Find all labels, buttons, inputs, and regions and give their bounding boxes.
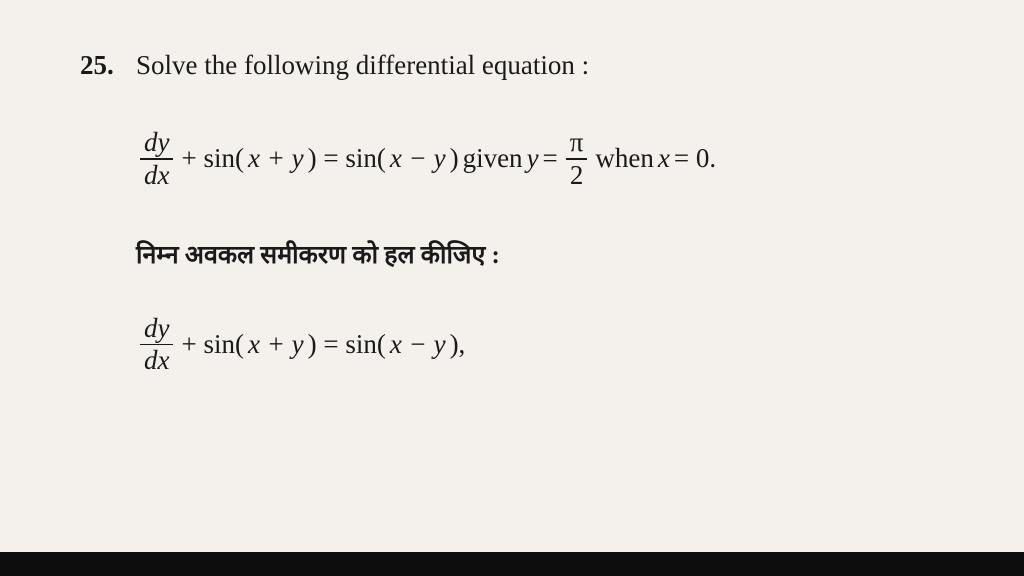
fraction-denominator: dx bbox=[140, 160, 173, 189]
fraction-dy-dx: dy dx bbox=[140, 129, 173, 189]
fraction-numerator-2: dy bbox=[140, 315, 173, 344]
eq2-arg2: x − y bbox=[390, 329, 446, 360]
eq-text-1: + sin( bbox=[181, 143, 243, 174]
when-word: when bbox=[595, 143, 653, 174]
zero-tail: = 0. bbox=[674, 143, 716, 174]
pi-numerator: π bbox=[566, 129, 588, 158]
bottom-dark-bar bbox=[0, 552, 1024, 576]
eq-text-2: ) = sin( bbox=[308, 143, 386, 174]
eq-text-3: ) bbox=[450, 143, 459, 174]
question-header: 25. Solve the following differential equ… bbox=[80, 50, 964, 81]
page-content: 25. Solve the following differential equ… bbox=[0, 0, 1024, 462]
fraction-denominator-2: dx bbox=[140, 345, 173, 374]
given-word: given bbox=[463, 143, 523, 174]
eq2-text-3: ), bbox=[450, 329, 466, 360]
question-prompt-hindi: निम्न अवकल समीकरण को हल कीजिए : bbox=[136, 237, 964, 271]
eq2-arg1: x + y bbox=[248, 329, 304, 360]
fraction-numerator: dy bbox=[140, 129, 173, 158]
fraction-dy-dx-2: dy dx bbox=[140, 315, 173, 375]
eq-arg1: x + y bbox=[248, 143, 304, 174]
equals-1: = bbox=[543, 143, 558, 174]
question-prompt-english: Solve the following differential equatio… bbox=[136, 50, 589, 81]
equation-line-1: dy dx + sin( x + y ) = sin( x − y ) give… bbox=[136, 129, 964, 189]
eq2-text-2: ) = sin( bbox=[308, 329, 386, 360]
equation-line-2: dy dx + sin( x + y ) = sin( x − y ), bbox=[136, 315, 964, 375]
fraction-pi-2: π 2 bbox=[566, 129, 588, 189]
question-number: 25. bbox=[80, 50, 136, 81]
eq-arg2: x − y bbox=[390, 143, 446, 174]
pi-denominator: 2 bbox=[566, 160, 588, 189]
x-var: x bbox=[658, 143, 670, 174]
y-var: y bbox=[527, 143, 539, 174]
eq2-text-1: + sin( bbox=[181, 329, 243, 360]
